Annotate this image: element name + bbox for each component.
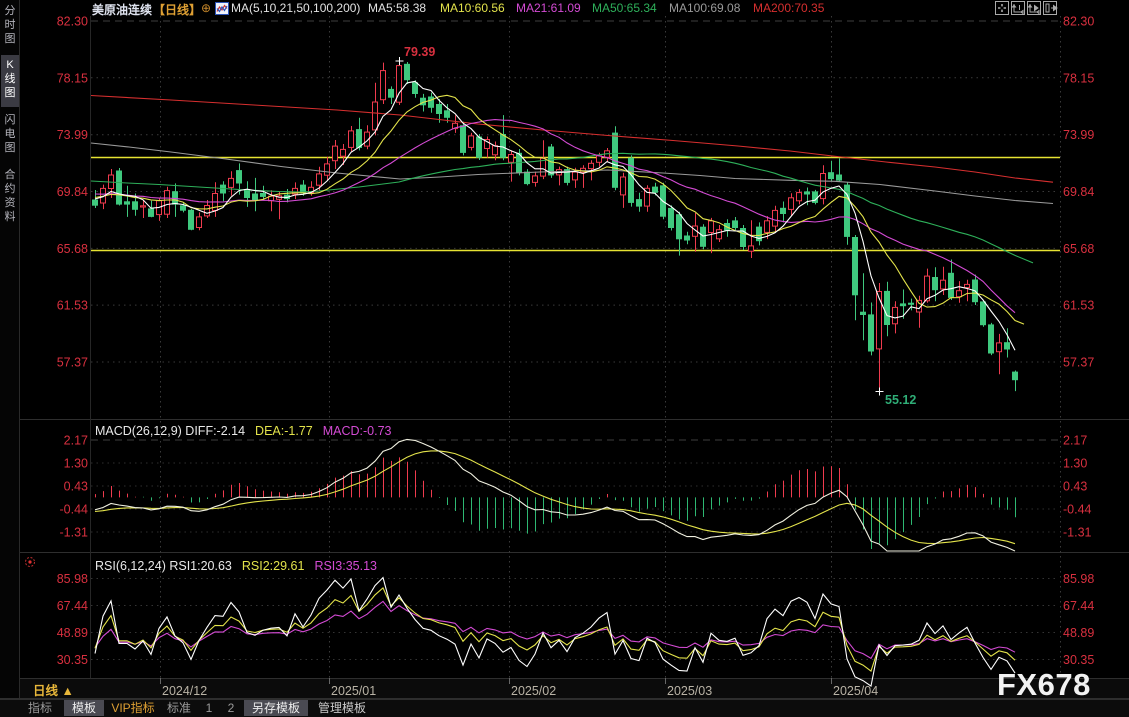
svg-text:67.44: 67.44 (57, 599, 88, 613)
svg-text:61.53: 61.53 (1063, 299, 1094, 313)
svg-text:1.30: 1.30 (64, 457, 88, 471)
svg-text:79.39: 79.39 (404, 45, 435, 59)
svg-text:73.99: 73.99 (1063, 128, 1094, 142)
svg-text:2024/12: 2024/12 (162, 684, 207, 698)
svg-text:2.17: 2.17 (64, 434, 88, 448)
svg-text:73.99: 73.99 (57, 128, 88, 142)
svg-text:2025/01: 2025/01 (331, 684, 376, 698)
svg-text:0.43: 0.43 (64, 480, 88, 494)
svg-text:-1.31: -1.31 (1063, 526, 1092, 540)
svg-text:-0.44: -0.44 (60, 503, 89, 517)
svg-text:78.15: 78.15 (1063, 71, 1094, 85)
svg-text:61.53: 61.53 (57, 299, 88, 313)
svg-text:2025/04: 2025/04 (833, 684, 878, 698)
svg-text:78.15: 78.15 (57, 71, 88, 85)
svg-text:67.44: 67.44 (1063, 599, 1094, 613)
svg-text:日线 ▲: 日线 ▲ (33, 683, 74, 698)
svg-text:85.98: 85.98 (57, 572, 88, 586)
svg-text:57.37: 57.37 (1063, 356, 1094, 370)
svg-text:30.35: 30.35 (57, 653, 88, 667)
svg-text:82.30: 82.30 (57, 15, 88, 29)
svg-text:2.17: 2.17 (1063, 434, 1087, 448)
svg-text:55.12: 55.12 (885, 393, 916, 407)
svg-text:65.68: 65.68 (57, 242, 88, 256)
svg-text:48.89: 48.89 (57, 626, 88, 640)
svg-text:0.43: 0.43 (1063, 480, 1087, 494)
svg-text:69.84: 69.84 (1063, 185, 1094, 199)
svg-text:82.30: 82.30 (1063, 15, 1094, 29)
svg-text:57.37: 57.37 (57, 356, 88, 370)
svg-text:FX678: FX678 (997, 667, 1091, 702)
svg-text:69.84: 69.84 (57, 185, 88, 199)
svg-text:2025/03: 2025/03 (667, 684, 712, 698)
svg-text:-0.44: -0.44 (1063, 503, 1092, 517)
svg-text:48.89: 48.89 (1063, 626, 1094, 640)
svg-text:2025/02: 2025/02 (511, 684, 556, 698)
svg-text:-1.31: -1.31 (60, 526, 89, 540)
svg-text:85.98: 85.98 (1063, 572, 1094, 586)
svg-text:30.35: 30.35 (1063, 653, 1094, 667)
svg-text:1.30: 1.30 (1063, 457, 1087, 471)
svg-text:65.68: 65.68 (1063, 242, 1094, 256)
